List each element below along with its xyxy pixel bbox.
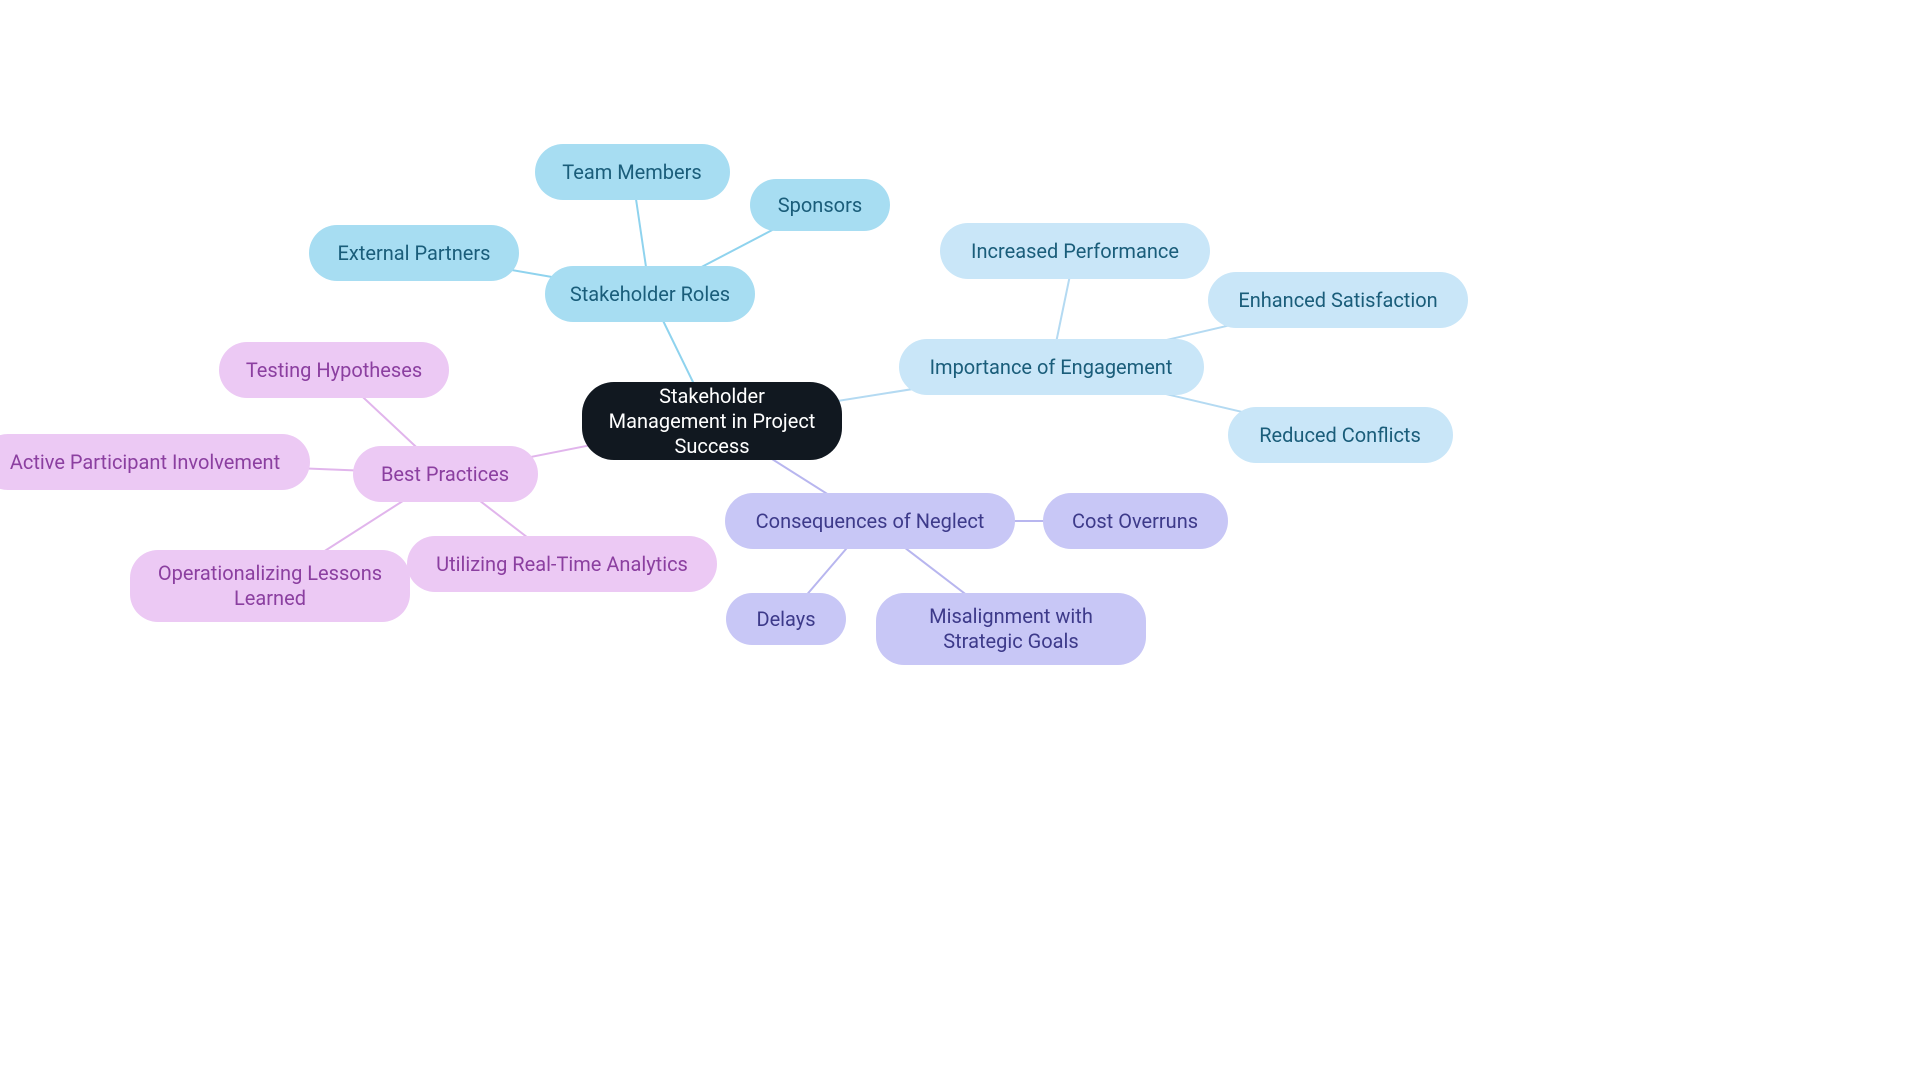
node-lessons: Operationalizing Lessons Learned	[130, 550, 410, 622]
node-label: Enhanced Satisfaction	[1238, 288, 1437, 313]
mindmap-canvas: Stakeholder Management in Project Succes…	[0, 0, 1920, 1083]
node-label: Delays	[756, 607, 815, 632]
node-cost: Cost Overruns	[1043, 493, 1228, 549]
node-label: Utilizing Real-Time Analytics	[436, 552, 688, 577]
node-active: Active Participant Involvement	[0, 434, 310, 490]
node-practices: Best Practices	[353, 446, 538, 502]
node-label: Consequences of Neglect	[756, 509, 985, 534]
node-partners: External Partners	[309, 225, 519, 281]
node-label: Reduced Conflicts	[1259, 423, 1421, 448]
node-perf: Increased Performance	[940, 223, 1210, 279]
node-label: External Partners	[338, 241, 491, 266]
node-engage: Importance of Engagement	[899, 339, 1204, 395]
node-label: Stakeholder Management in Project Succes…	[606, 384, 818, 459]
node-label: Best Practices	[381, 462, 509, 487]
node-sponsors: Sponsors	[750, 179, 890, 231]
node-label: Operationalizing Lessons Learned	[154, 561, 386, 611]
node-conf: Reduced Conflicts	[1228, 407, 1453, 463]
node-satis: Enhanced Satisfaction	[1208, 272, 1468, 328]
node-label: Team Members	[562, 160, 702, 185]
node-hypo: Testing Hypotheses	[219, 342, 449, 398]
node-label: Sponsors	[778, 193, 862, 218]
node-label: Active Participant Involvement	[10, 450, 280, 475]
node-analytics: Utilizing Real-Time Analytics	[407, 536, 717, 592]
node-label: Misalignment with Strategic Goals	[900, 604, 1122, 654]
node-delays: Delays	[726, 593, 846, 645]
node-label: Importance of Engagement	[930, 355, 1173, 380]
node-label: Stakeholder Roles	[570, 282, 730, 307]
node-center: Stakeholder Management in Project Succes…	[582, 382, 842, 460]
node-label: Increased Performance	[971, 239, 1179, 264]
node-label: Testing Hypotheses	[246, 358, 422, 383]
node-label: Cost Overruns	[1072, 509, 1198, 534]
node-neglect: Consequences of Neglect	[725, 493, 1015, 549]
node-roles: Stakeholder Roles	[545, 266, 755, 322]
node-team: Team Members	[535, 144, 730, 200]
node-misal: Misalignment with Strategic Goals	[876, 593, 1146, 665]
